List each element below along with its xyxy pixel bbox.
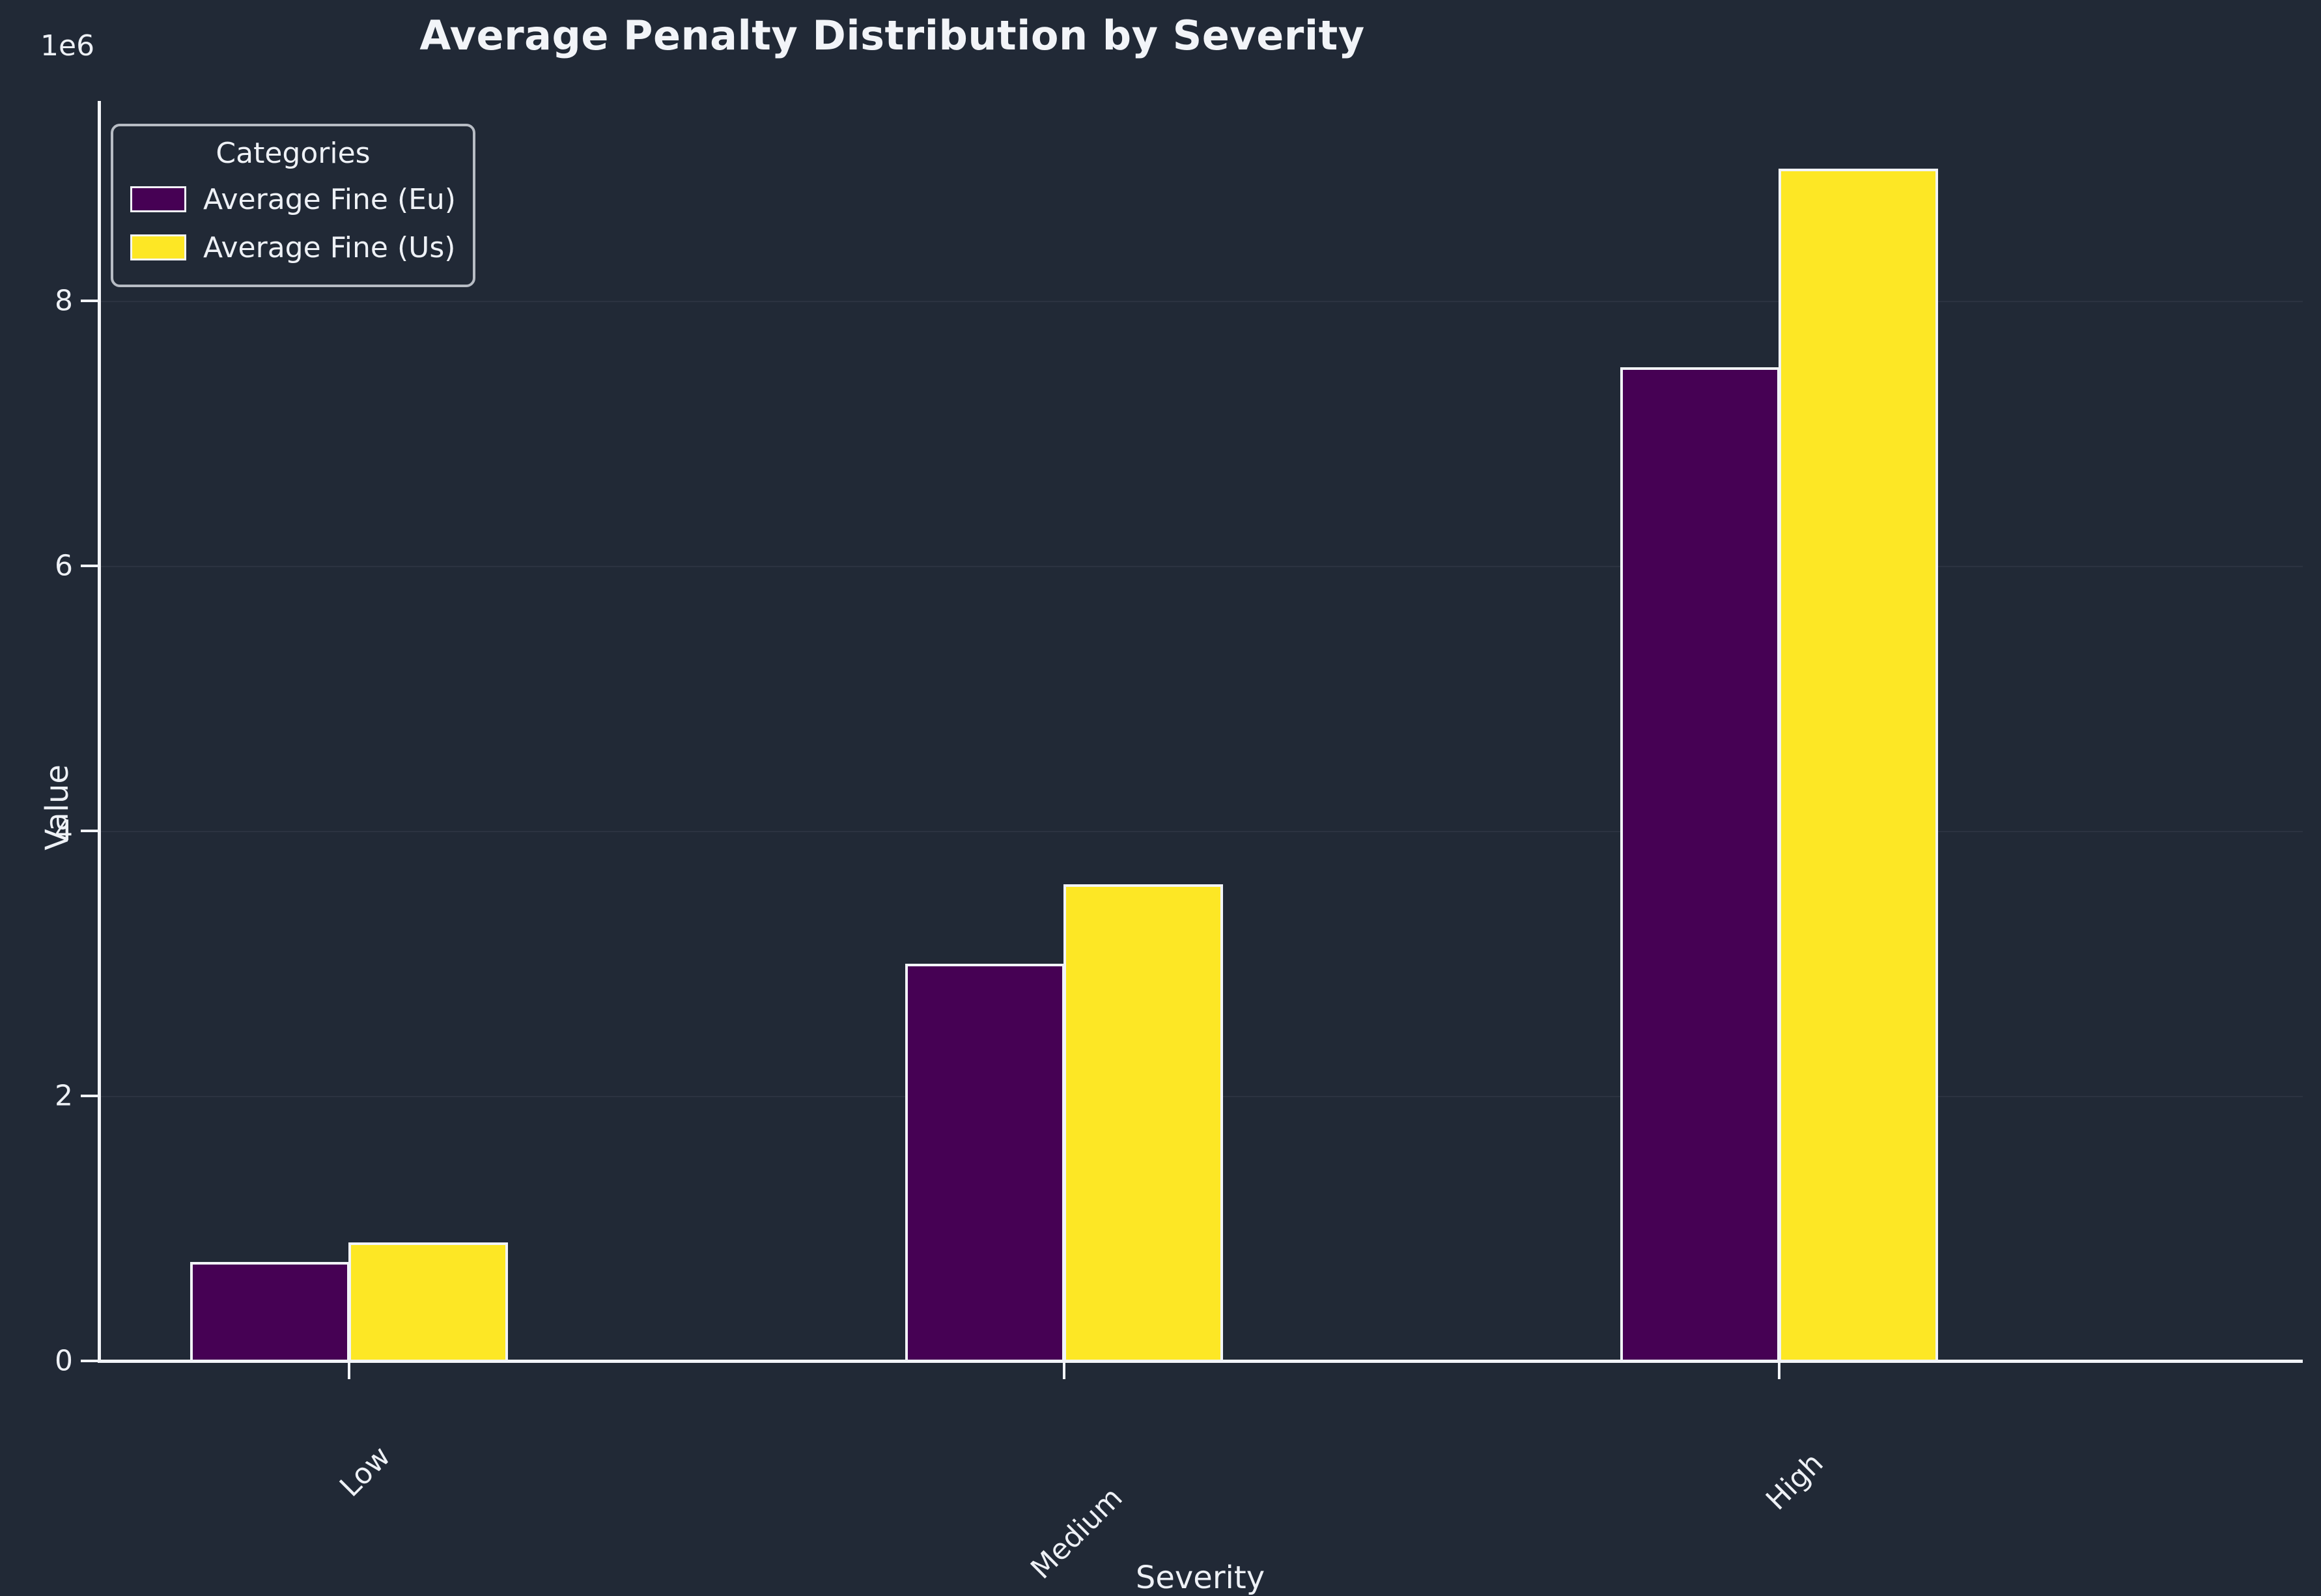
x-tick-label-low: Low	[333, 1440, 397, 1504]
gridline	[98, 831, 2303, 832]
y-axis-spine	[98, 101, 101, 1362]
y-tick-label-4: 4	[55, 814, 73, 848]
legend-title: Categories	[216, 137, 371, 170]
gridline	[98, 566, 2303, 567]
legend-label-eu: Average Fine (Eu)	[203, 182, 456, 216]
x-tick-label-medium: Medium	[1024, 1481, 1129, 1586]
bar-low-us[interactable]	[348, 1242, 508, 1362]
y-tick-label-8: 8	[55, 284, 73, 318]
x-axis-label: Severity	[1135, 1560, 1265, 1596]
y-tick-label-6: 6	[55, 549, 73, 583]
y-tick-label-2: 2	[55, 1079, 73, 1113]
x-tick-mark-low	[348, 1362, 350, 1379]
y-tick-mark	[81, 565, 98, 567]
legend-item-us[interactable]: Average Fine (Us)	[130, 223, 456, 272]
bar-low-eu[interactable]	[190, 1262, 350, 1362]
plot-area: 1e6 0 2 4 6 8 Value Low	[39, 29, 2303, 1596]
legend-item-eu[interactable]: Average Fine (Eu)	[130, 175, 456, 223]
y-tick-mark	[81, 830, 98, 832]
x-tick-mark-high	[1778, 1362, 1780, 1379]
legend[interactable]: Categories Average Fine (Eu) Average Fin…	[111, 124, 475, 287]
bar-high-us[interactable]	[1779, 169, 1938, 1362]
gridline	[98, 301, 2303, 302]
y-axis-label: Value	[39, 764, 76, 850]
legend-swatch-eu	[130, 186, 186, 212]
legend-swatch-us	[130, 234, 186, 260]
x-tick-label-high: High	[1760, 1446, 1830, 1517]
bar-medium-eu[interactable]	[905, 964, 1065, 1362]
bar-medium-us[interactable]	[1063, 884, 1223, 1362]
y-tick-mark	[81, 1095, 98, 1097]
bar-high-eu[interactable]	[1620, 367, 1780, 1362]
y-axis-offset-label: 1e6	[40, 29, 95, 63]
chart-figure: Average Penalty Distribution by Severity…	[39, 12, 2303, 1596]
y-tick-mark	[81, 1360, 98, 1362]
y-tick-label-0: 0	[55, 1344, 73, 1378]
chart-title: Average Penalty Distribution by Severity	[419, 12, 1365, 59]
legend-label-us: Average Fine (Us)	[203, 231, 456, 264]
x-tick-mark-medium	[1063, 1362, 1065, 1379]
y-tick-mark	[81, 300, 98, 302]
